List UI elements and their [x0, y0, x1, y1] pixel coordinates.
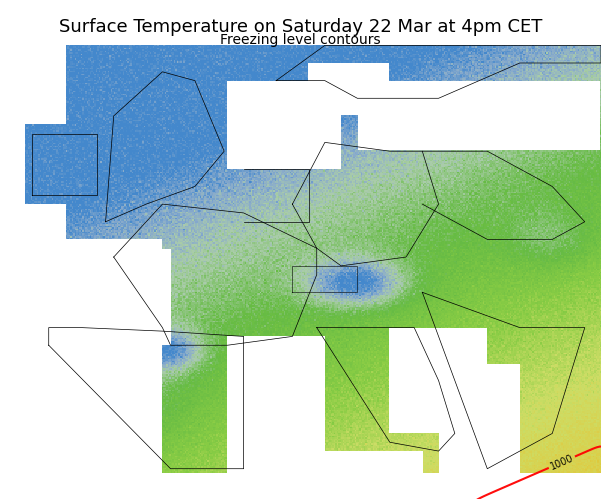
Text: Surface Temperature on Saturday 22 Mar at 4pm CET: Surface Temperature on Saturday 22 Mar a…: [59, 18, 542, 36]
Text: Freezing level contours: Freezing level contours: [220, 33, 381, 47]
Text: 1000: 1000: [549, 453, 575, 472]
